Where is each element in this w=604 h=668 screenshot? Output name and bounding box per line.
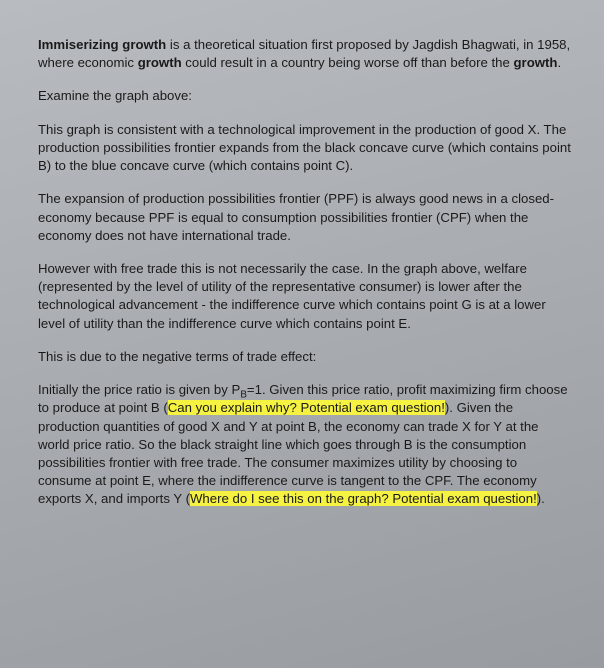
paragraph-intro: Immiserizing growth is a theoretical sit… bbox=[38, 36, 572, 72]
paragraph-terms-of-trade: This is due to the negative terms of tra… bbox=[38, 348, 572, 366]
paragraph-free-trade: However with free trade this is not nece… bbox=[38, 260, 572, 333]
document-page: Immiserizing growth is a theoretical sit… bbox=[0, 0, 604, 544]
text: . bbox=[557, 55, 561, 70]
text: could result in a country being worse of… bbox=[182, 55, 514, 70]
term-immiserizing-growth: Immiserizing growth bbox=[38, 37, 166, 52]
highlight-exam-question-2: Where do I see this on the graph? Potent… bbox=[190, 491, 537, 506]
term-growth: growth bbox=[514, 55, 558, 70]
text: Initially the price ratio is given by P bbox=[38, 382, 240, 397]
paragraph-examine: Examine the graph above: bbox=[38, 87, 572, 105]
paragraph-ppf-closed: The expansion of production possibilitie… bbox=[38, 190, 572, 245]
paragraph-price-ratio: Initially the price ratio is given by PB… bbox=[38, 381, 572, 509]
paragraph-graph-description: This graph is consistent with a technolo… bbox=[38, 121, 572, 176]
highlight-exam-question-1: Can you explain why? Potential exam ques… bbox=[168, 400, 445, 415]
text: ). bbox=[537, 491, 545, 506]
term-growth: growth bbox=[138, 55, 182, 70]
